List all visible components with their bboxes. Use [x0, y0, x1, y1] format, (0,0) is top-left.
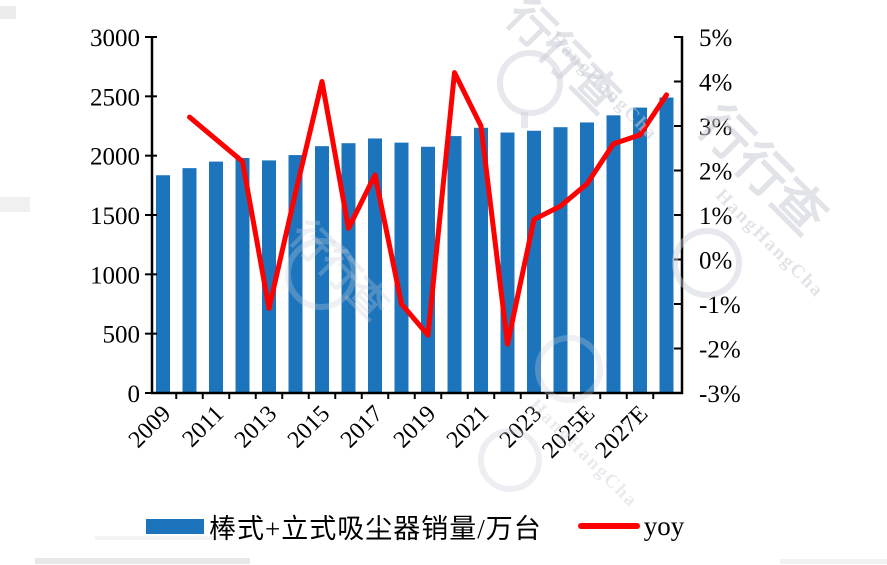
x-axis-label-2013: 2013 — [230, 401, 282, 453]
bar-2011 — [209, 161, 223, 393]
right-axis-label: 0% — [699, 248, 732, 275]
left-axis-label: 3000 — [90, 25, 140, 52]
right-axis-label: 2% — [699, 159, 732, 186]
bar-2021 — [474, 127, 488, 393]
legend-line-swatch — [577, 523, 640, 529]
bar-2012 — [235, 158, 250, 393]
watermark-logo-stem — [521, 112, 528, 128]
page-edge-artifact — [0, 197, 30, 212]
x-axis-label-2009: 2009 — [124, 401, 176, 453]
left-axis-label: 1000 — [90, 262, 140, 289]
page-edge-artifact — [0, 6, 16, 19]
legend-bar-swatch — [146, 518, 204, 534]
right-axis-label: 5% — [699, 25, 732, 52]
left-axis-label: 0 — [128, 381, 141, 408]
page-edge-artifact — [35, 558, 250, 564]
right-axis-label: -3% — [699, 381, 741, 408]
bar-2026E — [606, 115, 621, 393]
bar-2015 — [315, 146, 329, 393]
bar-2013 — [262, 160, 276, 393]
bar-2024E — [553, 127, 568, 393]
x-axis-label-2017: 2017 — [336, 401, 388, 453]
yoy-line — [187, 70, 669, 347]
bar-2025E — [580, 122, 594, 393]
x-axis-label-2021: 2021 — [442, 401, 494, 453]
bar-2009 — [156, 175, 170, 393]
bar-2020 — [447, 136, 462, 393]
right-axis-label: 4% — [699, 70, 732, 97]
bar-2027E — [633, 107, 647, 394]
right-axis-label: 3% — [699, 114, 732, 141]
legend-line-label: yoy — [643, 510, 685, 541]
x-axis-label-2015: 2015 — [283, 401, 335, 453]
page-edge-artifact — [95, 536, 225, 540]
right-axis-label: -1% — [699, 292, 741, 319]
x-axis-label-2011: 2011 — [178, 401, 230, 453]
chart-legend: 棒式+立式吸尘器销量/万台 yoy — [146, 509, 685, 544]
x-axis-label-2025E: 2025E — [538, 401, 601, 464]
page-edge-artifact — [780, 559, 887, 564]
bar-2028E — [659, 97, 674, 394]
x-axis-label-2019: 2019 — [389, 401, 441, 453]
bar-2022 — [500, 132, 515, 393]
bar-2016 — [341, 143, 356, 393]
bar-2010 — [182, 168, 197, 393]
left-axis-label: 1500 — [90, 203, 140, 230]
left-axis-label: 2000 — [90, 144, 140, 171]
right-axis-label: -2% — [699, 337, 741, 364]
legend-bar-label: 棒式+立式吸尘器销量/万台 — [209, 513, 542, 544]
bar-2023 — [527, 130, 541, 393]
bar-2018 — [394, 142, 409, 393]
left-axis-label: 2500 — [90, 84, 140, 111]
left-axis-label: 500 — [103, 322, 141, 349]
right-axis-label: 1% — [699, 203, 732, 230]
x-axis-label-2027E: 2027E — [591, 401, 654, 464]
